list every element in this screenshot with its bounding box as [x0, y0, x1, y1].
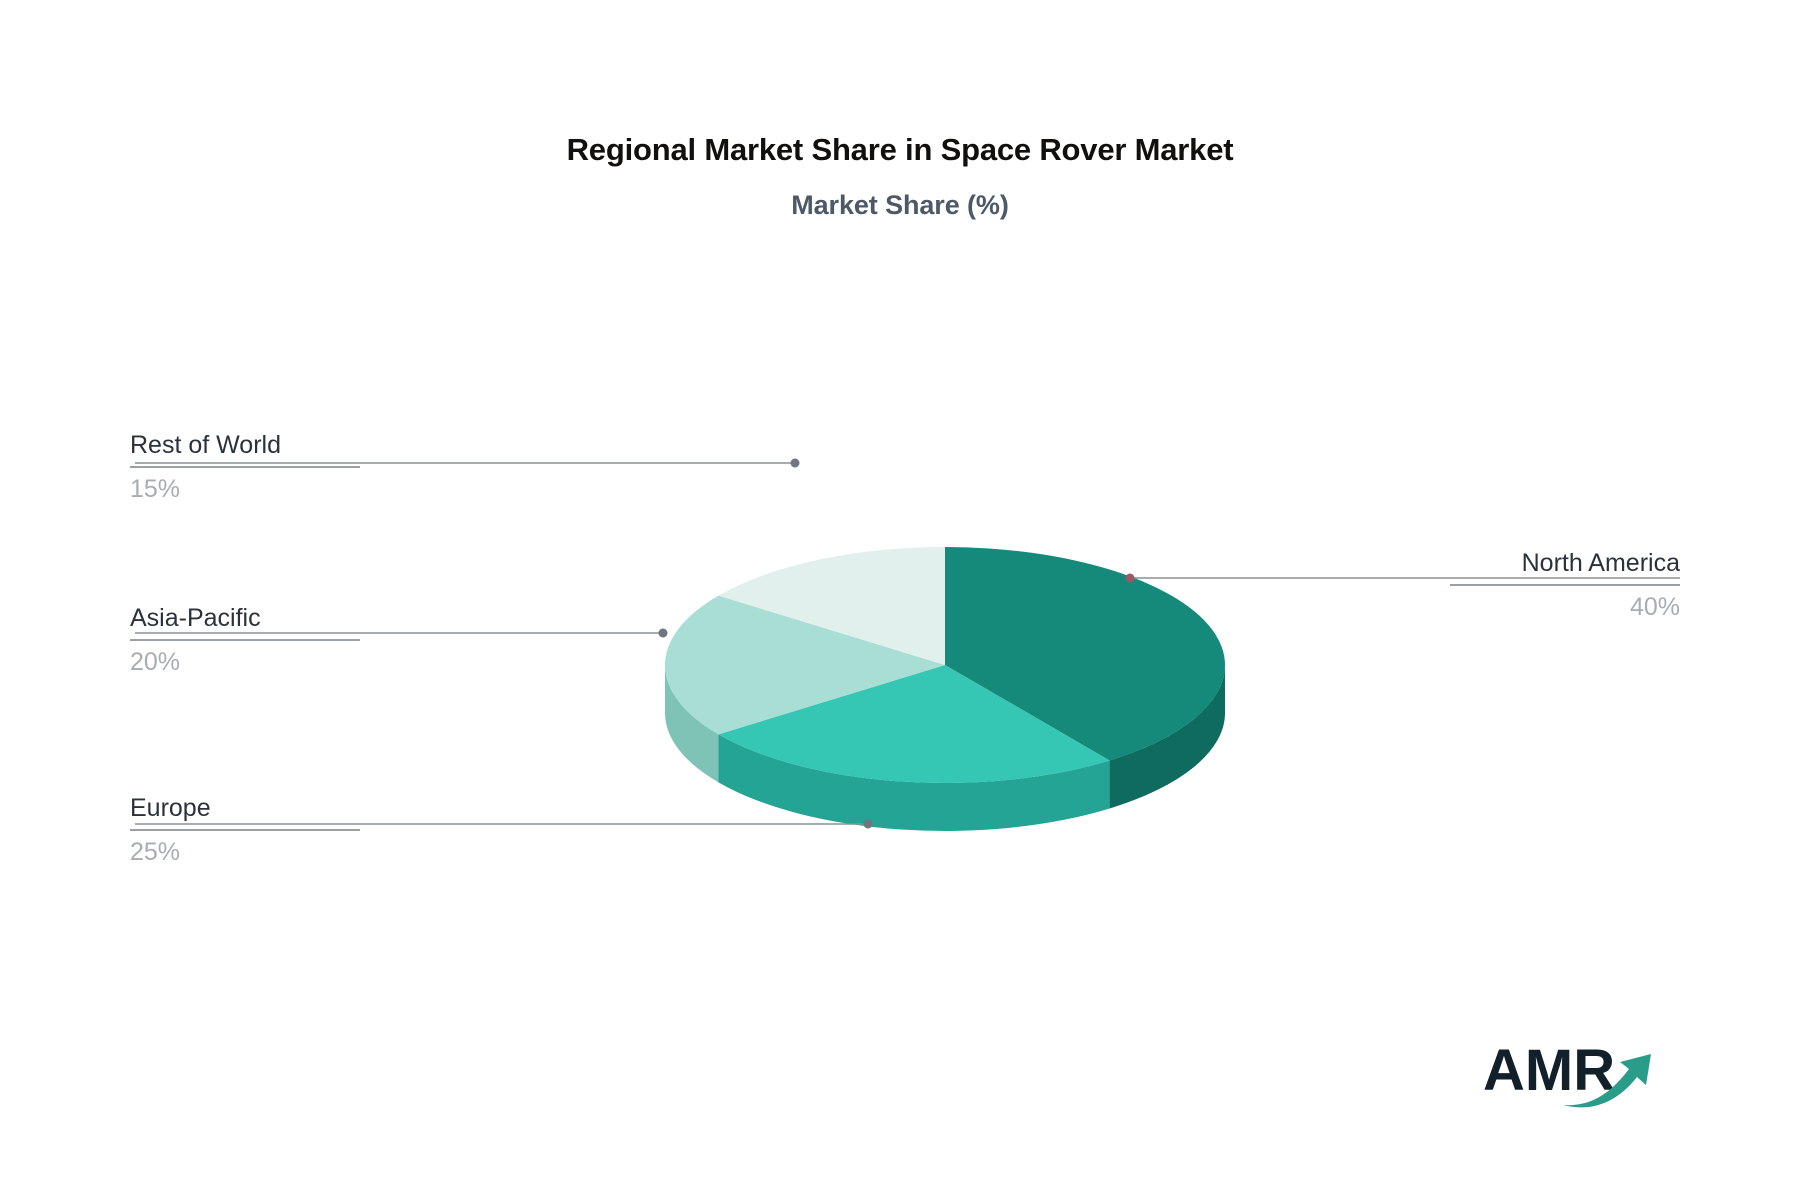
growth-arrow-icon	[1563, 1054, 1651, 1108]
callout-europe-rule	[130, 829, 360, 831]
callout-europe-label: Europe	[130, 794, 211, 822]
callout-rest-of-world-rule	[130, 466, 360, 468]
callout-asia-pacific-label: Asia-Pacific	[130, 604, 261, 632]
callout-asia-pacific-value: 20%	[130, 648, 181, 676]
pie-chart	[580, 375, 1240, 975]
callout-north-america: North America 40%	[1450, 546, 1680, 623]
pie-top-face	[665, 547, 1225, 783]
callout-europe: Europe 25%	[130, 791, 360, 868]
callout-rest-of-world: Rest of World 15%	[130, 428, 360, 505]
amr-logo-svg: AMR	[1483, 1038, 1651, 1108]
pie-slice-europe	[718, 665, 1110, 783]
chart-title: Regional Market Share in Space Rover Mar…	[566, 132, 1234, 167]
callout-north-america-value: 40%	[1629, 593, 1680, 621]
pie-svg	[665, 547, 1225, 831]
callout-rest-of-world-value: 15%	[130, 475, 181, 503]
pie-wall-north-america	[1109, 665, 1225, 809]
amr-logo-wordmark: AMR	[1483, 1038, 1615, 1103]
callout-north-america-rule	[1450, 584, 1680, 586]
callout-rest-of-world-label: Rest of World	[130, 431, 281, 459]
callout-asia-pacific: Asia-Pacific 20%	[130, 601, 360, 678]
pie-slice-asia-pacific	[665, 595, 945, 735]
chart-subtitle: Market Share (%)	[791, 190, 1009, 220]
pie-wall-asia-pacific	[665, 665, 719, 783]
pie-wall-europe	[718, 734, 1110, 831]
callout-asia-pacific-rule	[130, 639, 360, 641]
callout-europe-value: 25%	[130, 838, 181, 866]
pie-slice-rest-of-world	[718, 547, 945, 665]
pie-slice-north-america	[945, 547, 1225, 761]
pie-depth-walls	[665, 665, 1225, 831]
callout-north-america-label: North America	[1521, 549, 1680, 577]
amr-logo: AMR	[1483, 1035, 1658, 1110]
